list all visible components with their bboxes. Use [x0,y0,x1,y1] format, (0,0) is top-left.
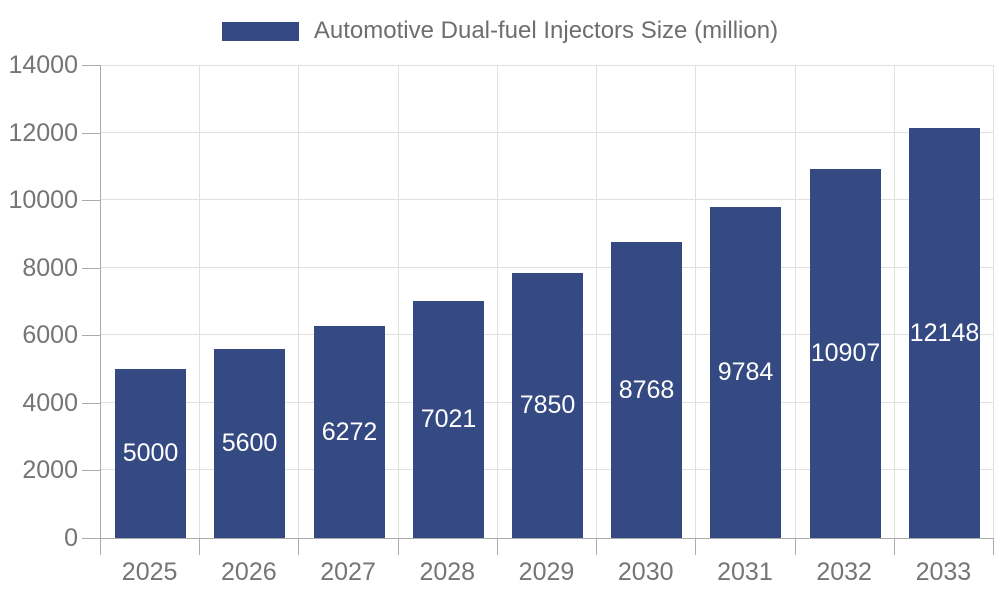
x-tick-mark [298,539,299,555]
bar: 12148 [909,128,980,538]
y-tick-mark [82,133,100,134]
x-tick-mark [398,539,399,555]
gridline-horizontal [101,65,994,66]
x-tick-label: 2030 [617,558,674,586]
y-tick-mark [82,538,100,539]
gridline-vertical [298,65,299,538]
gridline-horizontal [101,267,994,268]
bar: 5600 [214,349,285,538]
gridline-vertical [795,65,796,538]
bar-value-label: 6272 [321,417,378,446]
gridline-horizontal [101,199,994,200]
x-tick-label: 2032 [816,558,872,586]
x-tick-mark [596,539,597,555]
gridline-vertical [596,65,597,538]
x-tick-label: 2031 [717,558,773,586]
x-tick-mark [497,539,498,555]
bar: 10907 [810,169,881,538]
y-tick-label: 4000 [22,389,78,417]
gridline-vertical [497,65,498,538]
bar: 8768 [611,242,682,538]
y-tick-mark [82,335,100,336]
y-tick-mark [82,268,100,269]
bar: 6272 [314,326,385,538]
y-tick-label: 0 [64,524,78,552]
y-tick-mark [82,200,100,201]
gridline-vertical [199,65,200,538]
bar-value-label: 7850 [519,391,576,419]
legend[interactable]: Automotive Dual-fuel Injectors Size (mil… [0,16,1000,46]
x-tick-mark [199,539,200,555]
x-tick-label: 2026 [221,558,277,586]
bar: 7021 [413,301,484,538]
bar-value-label: 9784 [717,358,774,386]
y-tick-label: 6000 [22,321,78,349]
y-tick-mark [82,470,100,471]
x-tick-label: 2028 [419,558,476,586]
gridline-vertical [695,65,696,538]
x-tick-mark [795,539,796,555]
x-tick-label: 2025 [121,558,178,586]
gridline-vertical [993,65,994,538]
x-tick-mark [100,539,101,555]
x-tick-mark [894,539,895,555]
legend-swatch-icon [221,21,299,41]
y-tick-label: 12000 [8,119,78,147]
plot-area: 5000 5600 6272 7021 7850 8768 9784 10907 12148 [100,65,994,539]
gridline-vertical [398,65,399,538]
y-tick-label: 14000 [8,51,78,79]
x-tick-label: 2029 [518,558,575,586]
gridline-horizontal [101,132,994,133]
bar: 7850 [512,273,583,538]
bar-value-label: 8768 [618,375,675,404]
bar-value-label: 5000 [122,439,179,467]
bar-value-label: 10907 [810,339,881,367]
bar: 5000 [115,369,186,538]
x-tick-mark [993,539,994,555]
bar-value-label: 12148 [909,318,980,347]
bar-value-label: 5600 [221,429,278,457]
y-tick-mark [82,403,100,404]
bar: 9784 [710,207,781,538]
bar-value-label: 7021 [420,405,477,433]
y-tick-mark [82,65,100,66]
x-tick-mark [695,539,696,555]
x-tick-label: 2027 [320,558,376,586]
y-tick-label: 2000 [22,456,78,484]
legend-label: Automotive Dual-fuel Injectors Size (mil… [313,17,779,44]
y-tick-label: 10000 [8,186,78,214]
gridline-vertical [894,65,895,538]
x-tick-label: 2033 [915,558,972,586]
y-tick-label: 8000 [22,254,78,282]
